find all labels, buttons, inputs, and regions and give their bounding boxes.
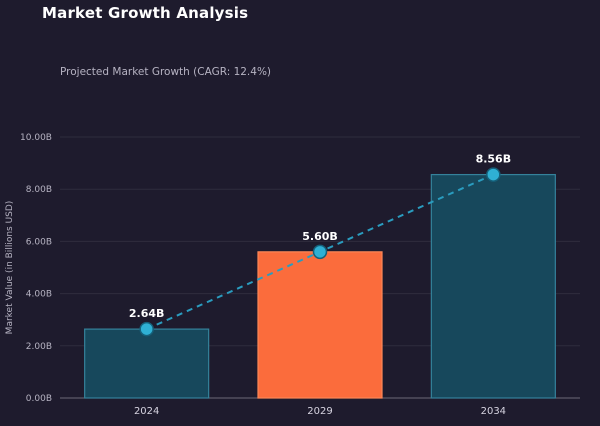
y-tick-label: 0.00B: [26, 394, 52, 404]
y-tick-label: 4.00B: [26, 290, 52, 300]
x-tick-label: 2029: [307, 406, 332, 417]
bar-2029: [257, 251, 383, 399]
y-tick-label: 6.00B: [26, 237, 52, 247]
y-tick-label: 8.00B: [26, 185, 52, 195]
value-label-2034: 8.56B: [476, 153, 512, 166]
trend-marker-2024: [139, 321, 154, 337]
chart-title: Market Growth Analysis: [42, 4, 249, 22]
bar-2024: [84, 328, 210, 399]
x-tick-label: 2024: [134, 406, 159, 417]
value-label-2024: 2.64B: [129, 307, 165, 320]
bar-2034: [430, 173, 556, 399]
x-tick-label: 2034: [481, 406, 506, 417]
y-tick-label: 10.00B: [20, 133, 52, 143]
y-axis-title: Market Value (in Billions USD): [5, 201, 15, 335]
value-label-2029: 5.60B: [302, 230, 338, 243]
trend-marker-2034: [486, 167, 501, 182]
trend-marker-2029: [312, 244, 328, 260]
y-tick-label: 2.00B: [26, 342, 52, 352]
chart-subtitle: Projected Market Growth (CAGR: 12.4%): [60, 66, 272, 78]
